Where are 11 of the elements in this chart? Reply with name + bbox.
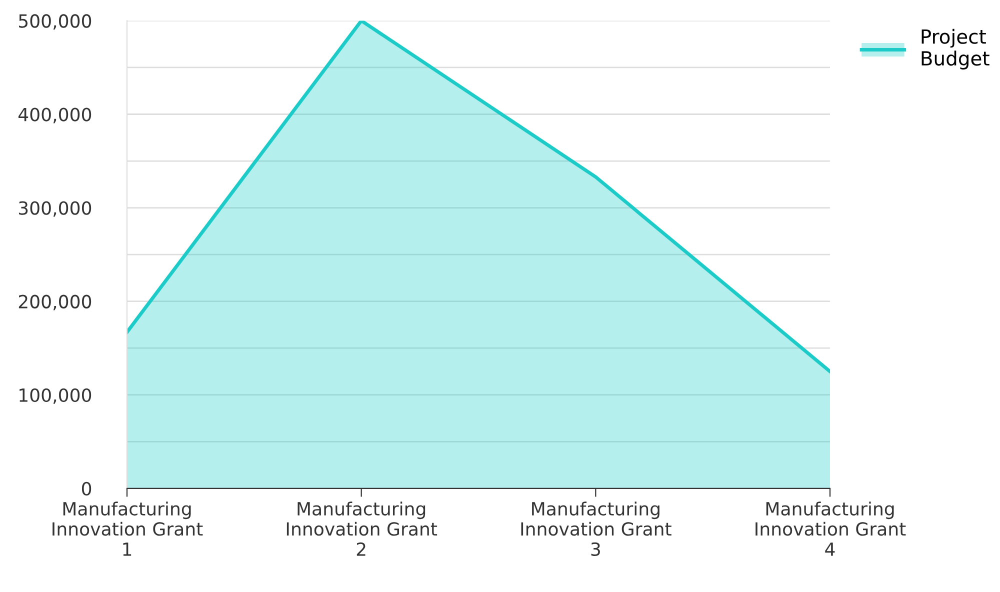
y-tick-label: 200,000 — [18, 294, 92, 310]
y-tick-label: 300,000 — [18, 201, 92, 217]
x-tick-label: Manufacturing Innovation Grant 1 — [52, 502, 203, 556]
y-tick-label: 100,000 — [20, 388, 92, 404]
y-tick-label: 500,000 — [19, 14, 92, 30]
x-tick-label: Manufacturing Innovation Grant 2 — [286, 502, 438, 556]
x-tick-label: Manufacturing Innovation Grant 3 — [521, 502, 672, 556]
y-tick-label: 400,000 — [18, 108, 92, 124]
y-tick-label: 0 — [82, 482, 92, 496]
legend-label: Project Budget — [922, 28, 990, 70]
x-tick-label: Manufacturing Innovation Grant 4 — [756, 502, 906, 556]
